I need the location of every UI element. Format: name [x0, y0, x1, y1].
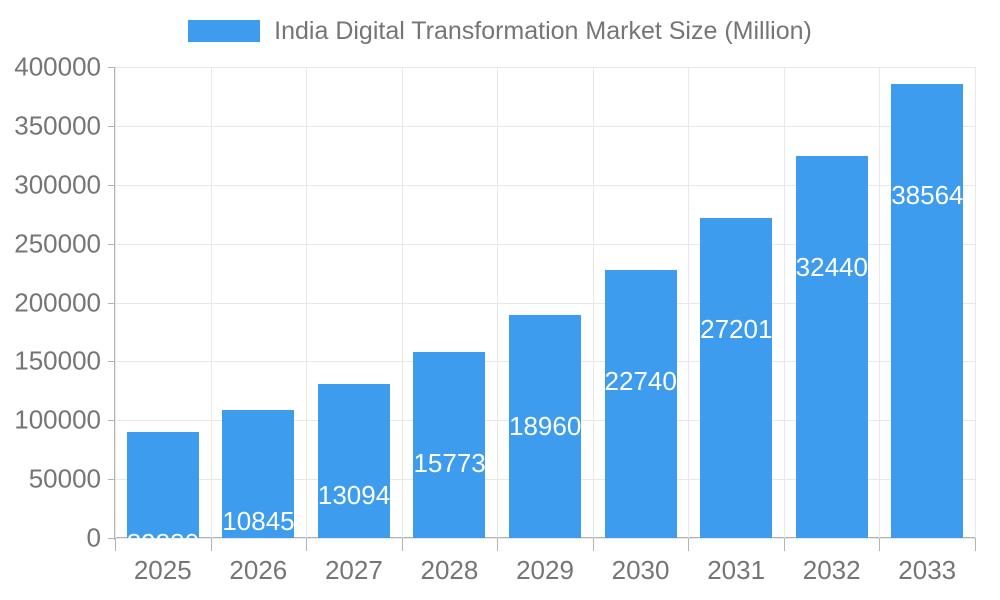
- y-axis-tick-mark: [108, 243, 115, 245]
- gridline-horizontal: [115, 243, 975, 245]
- y-axis-tick-label: 100000: [14, 404, 101, 435]
- gridline-vertical: [688, 67, 689, 538]
- bar[interactable]: 227404: [604, 270, 677, 538]
- bar[interactable]: 324400: [795, 156, 868, 538]
- y-axis-tick-mark: [108, 538, 115, 539]
- x-axis-tick-label: 2029: [516, 555, 574, 585]
- x-axis-tick-mark: [975, 538, 976, 551]
- x-axis-tick-mark: [306, 538, 307, 551]
- bar-value-label: 89880: [126, 530, 199, 557]
- gridline-horizontal: [115, 184, 975, 186]
- bar-value-label: 189607: [509, 412, 581, 439]
- y-axis-tick-label: 200000: [14, 287, 101, 317]
- gridline-vertical: [879, 67, 880, 538]
- x-axis-tick-mark: [879, 538, 880, 551]
- legend-color-swatch[interactable]: [188, 20, 261, 42]
- bar-value-label: 272010: [700, 315, 773, 342]
- x-axis-tick-label: 2028: [420, 555, 479, 585]
- y-axis-tick-mark: [108, 125, 115, 127]
- y-axis-tick-label: 0: [86, 522, 101, 553]
- bar[interactable]: 130946: [317, 383, 390, 538]
- gridline-horizontal: [115, 538, 975, 539]
- gridline-vertical: [115, 67, 116, 538]
- gridline-vertical: [211, 67, 212, 538]
- y-axis-tick-mark: [108, 420, 115, 422]
- y-axis-tick-mark: [108, 302, 115, 304]
- x-axis-tick-mark: [688, 538, 689, 551]
- x-axis-tick-label: 2027: [324, 555, 383, 585]
- gridline-vertical: [784, 67, 785, 538]
- bar[interactable]: 89880: [126, 432, 199, 556]
- y-axis-tick-mark: [108, 361, 115, 363]
- legend-label[interactable]: India Digital Transformation Market Size…: [274, 16, 812, 45]
- y-axis-tick-mark: [108, 67, 115, 68]
- y-axis-tick-label: 250000: [14, 228, 101, 259]
- x-axis-tick-label: 2033: [898, 555, 957, 585]
- y-axis-tick-label: 300000: [14, 169, 101, 200]
- gridline-horizontal: [115, 302, 975, 304]
- bar[interactable]: 157735: [413, 352, 486, 538]
- gridline-vertical: [975, 67, 976, 538]
- y-axis-tick-label: 350000: [14, 110, 101, 141]
- y-axis-tick-mark: [108, 184, 115, 186]
- gridline-vertical: [306, 67, 307, 538]
- bar[interactable]: 272010: [700, 217, 773, 538]
- x-axis-tick-label: 2032: [802, 555, 861, 585]
- bar[interactable]: 108457: [222, 410, 295, 538]
- y-axis-tick-label: 150000: [14, 345, 101, 376]
- x-axis-tick-label: 2031: [707, 555, 766, 585]
- y-axis-tick-label: 400000: [14, 51, 101, 82]
- chart-legend: India Digital Transformation Market Size…: [0, 14, 1000, 48]
- gridline-vertical: [402, 67, 403, 538]
- bar-value-label: 227404: [604, 368, 677, 395]
- x-axis-tick-mark: [497, 538, 498, 551]
- bar-value-label: 324400: [795, 254, 868, 281]
- gridline-horizontal: [115, 125, 975, 127]
- gridline-vertical: [593, 67, 594, 538]
- x-axis-tick-mark: [402, 538, 403, 551]
- x-axis-tick-mark: [115, 538, 116, 551]
- y-axis-tick-label: 50000: [28, 463, 101, 494]
- bar-value-label: 130946: [317, 481, 390, 508]
- x-axis-tick-label: 2030: [611, 555, 670, 585]
- bar[interactable]: 189607: [509, 314, 581, 538]
- gridline-vertical: [497, 67, 498, 538]
- bar-value-label: 157735: [413, 450, 486, 477]
- gridline-horizontal: [115, 67, 975, 68]
- x-axis-tick-mark: [593, 538, 594, 551]
- y-axis-tick-mark: [108, 479, 115, 481]
- x-axis-tick-label: 2026: [229, 555, 288, 585]
- plot-area: 89880 108457 130946 157735 189607 227404 27201…: [115, 67, 976, 556]
- x-axis-tick-mark: [211, 538, 212, 551]
- x-axis-tick-mark: [784, 538, 785, 551]
- x-axis-tick-label: 2025: [133, 555, 192, 585]
- bar-value-label: 108457: [222, 508, 295, 535]
